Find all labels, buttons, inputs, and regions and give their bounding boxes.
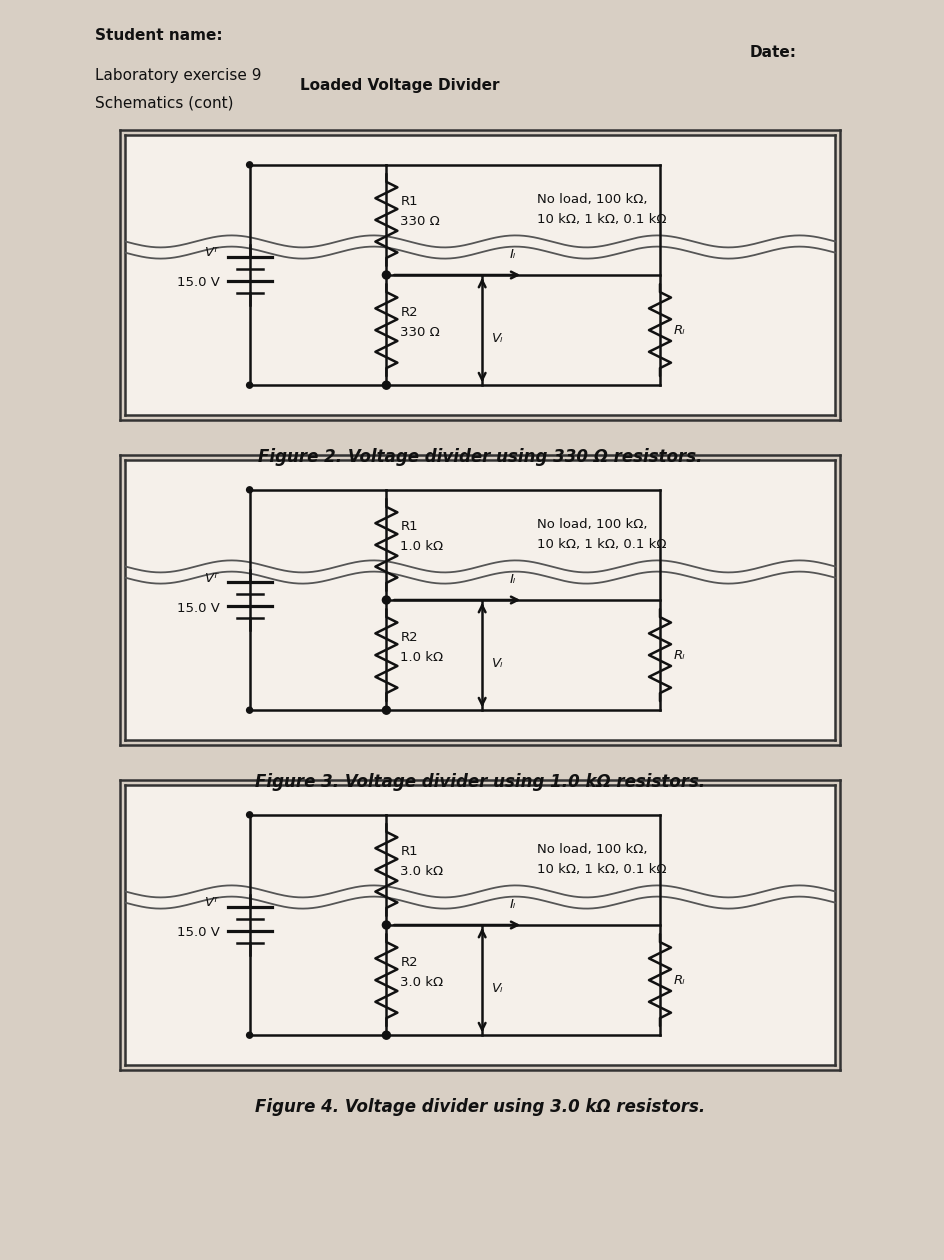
Text: 330 Ω: 330 Ω <box>400 215 440 228</box>
Text: Iₗ: Iₗ <box>510 248 515 261</box>
Circle shape <box>246 1032 252 1038</box>
Text: 15.0 V: 15.0 V <box>177 276 219 290</box>
Text: 10 kΩ, 1 kΩ, 0.1 kΩ: 10 kΩ, 1 kΩ, 0.1 kΩ <box>536 213 666 227</box>
Circle shape <box>382 382 390 389</box>
Circle shape <box>382 271 390 278</box>
Text: 10 kΩ, 1 kΩ, 0.1 kΩ: 10 kΩ, 1 kΩ, 0.1 kΩ <box>536 538 666 552</box>
Text: No load, 100 kΩ,: No load, 100 kΩ, <box>536 843 647 857</box>
Circle shape <box>246 707 252 713</box>
Text: Schematics (cont): Schematics (cont) <box>95 94 233 110</box>
Text: 3.0 kΩ: 3.0 kΩ <box>400 866 443 878</box>
Text: R1: R1 <box>400 520 417 533</box>
Text: 10 kΩ, 1 kΩ, 0.1 kΩ: 10 kΩ, 1 kΩ, 0.1 kΩ <box>536 863 666 877</box>
Text: Vᵀ: Vᵀ <box>205 897 219 910</box>
Circle shape <box>246 382 252 388</box>
Text: Loaded Voltage Divider: Loaded Voltage Divider <box>299 78 499 93</box>
Text: R1: R1 <box>400 195 417 208</box>
Text: Vᵀ: Vᵀ <box>205 247 219 260</box>
Text: 15.0 V: 15.0 V <box>177 601 219 615</box>
Text: R2: R2 <box>400 630 417 644</box>
Text: 15.0 V: 15.0 V <box>177 926 219 940</box>
Text: Rₗ: Rₗ <box>673 324 684 336</box>
Text: 3.0 kΩ: 3.0 kΩ <box>400 975 443 989</box>
Text: 330 Ω: 330 Ω <box>400 325 440 339</box>
Text: Vₗ: Vₗ <box>492 656 503 669</box>
Text: No load, 100 kΩ,: No load, 100 kΩ, <box>536 518 647 532</box>
Circle shape <box>382 706 390 714</box>
Text: Date:: Date: <box>750 45 796 60</box>
Text: 1.0 kΩ: 1.0 kΩ <box>400 541 443 553</box>
Circle shape <box>382 596 390 604</box>
Circle shape <box>246 161 252 168</box>
Text: Figure 2. Voltage divider using 330 Ω resistors.: Figure 2. Voltage divider using 330 Ω re… <box>258 449 701 466</box>
Bar <box>125 785 834 1065</box>
Text: Rₗ: Rₗ <box>673 649 684 662</box>
Text: Figure 3. Voltage divider using 1.0 kΩ resistors.: Figure 3. Voltage divider using 1.0 kΩ r… <box>255 772 704 791</box>
Text: Vₗ: Vₗ <box>492 982 503 994</box>
Text: Laboratory exercise 9: Laboratory exercise 9 <box>95 68 261 83</box>
Text: R2: R2 <box>400 955 417 969</box>
Text: 1.0 kΩ: 1.0 kΩ <box>400 650 443 664</box>
Text: No load, 100 kΩ,: No load, 100 kΩ, <box>536 193 647 207</box>
Circle shape <box>246 486 252 493</box>
Text: Student name:: Student name: <box>95 28 223 43</box>
Text: Rₗ: Rₗ <box>673 974 684 987</box>
Text: R2: R2 <box>400 306 417 319</box>
Bar <box>125 460 834 740</box>
Circle shape <box>382 921 390 929</box>
Text: R1: R1 <box>400 845 417 858</box>
Text: Vₗ: Vₗ <box>492 331 503 344</box>
Circle shape <box>246 811 252 818</box>
Text: Figure 4. Voltage divider using 3.0 kΩ resistors.: Figure 4. Voltage divider using 3.0 kΩ r… <box>255 1097 704 1116</box>
Bar <box>125 135 834 415</box>
Text: Iₗ: Iₗ <box>510 573 515 586</box>
Text: Vᵀ: Vᵀ <box>205 572 219 585</box>
Circle shape <box>382 1031 390 1039</box>
Text: Iₗ: Iₗ <box>510 898 515 911</box>
